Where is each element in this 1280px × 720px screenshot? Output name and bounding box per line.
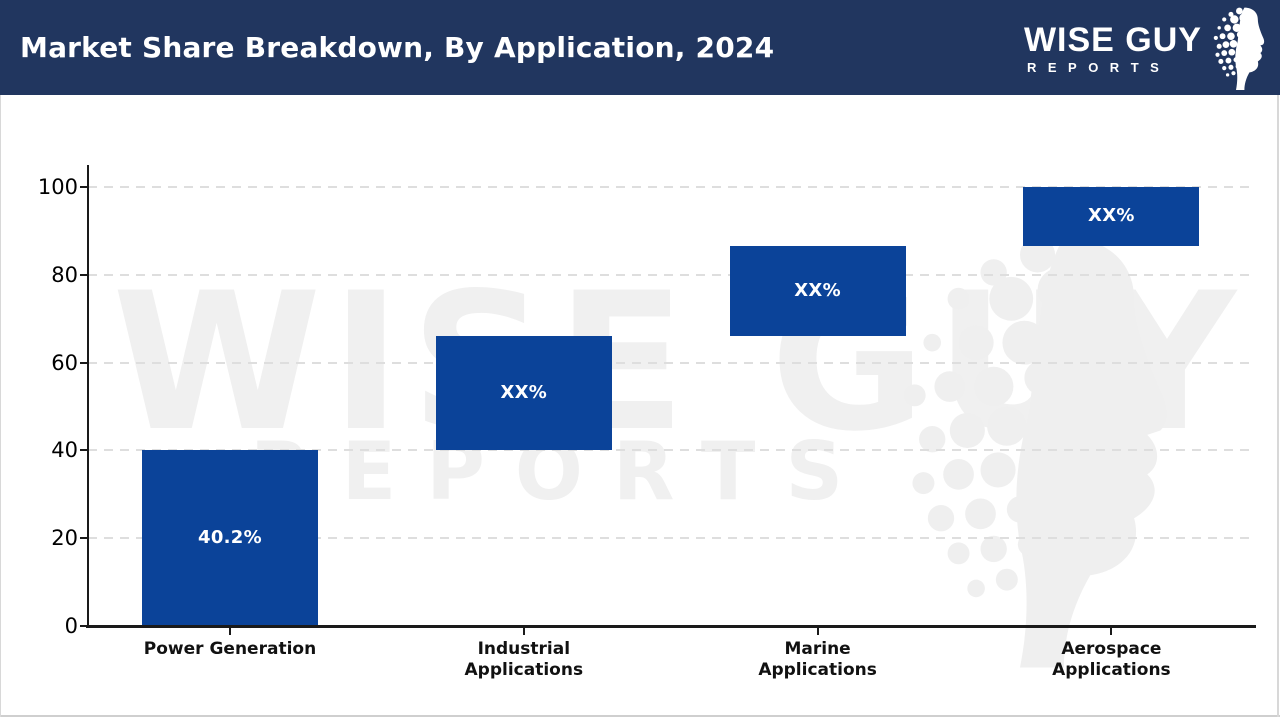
y-tick-mark bbox=[80, 186, 88, 188]
bar-value-label: XX% bbox=[500, 381, 548, 403]
frame-border-right bbox=[1277, 95, 1279, 717]
logo-text: WISE GUY REPORTS bbox=[1024, 22, 1202, 75]
gridline bbox=[88, 186, 1256, 188]
y-tick-mark bbox=[80, 449, 88, 452]
gridline bbox=[88, 537, 1256, 540]
bar-segment: XX% bbox=[435, 336, 612, 450]
y-tick-mark bbox=[80, 361, 88, 364]
y-tick-label: 0 bbox=[64, 614, 78, 638]
y-tick-label: 40 bbox=[51, 438, 78, 463]
y-tick-label: 80 bbox=[51, 262, 78, 287]
x-tick-mark bbox=[1110, 628, 1113, 635]
gridline bbox=[88, 273, 1256, 276]
x-axis bbox=[86, 625, 1256, 628]
report-title: Market Share Breakdown, By Application, … bbox=[20, 31, 775, 64]
frame-border-left bbox=[0, 95, 1, 717]
y-tick-mark bbox=[80, 625, 88, 627]
x-category-label: Power Generation bbox=[143, 639, 317, 659]
bar-value-label: XX% bbox=[1088, 205, 1135, 227]
y-tick-label: 60 bbox=[51, 350, 78, 375]
y-tick-mark bbox=[80, 537, 88, 540]
x-category-label: Industrial Applications bbox=[464, 639, 584, 680]
wiseguy-logo: WISE GUY REPORTS bbox=[1024, 4, 1272, 92]
y-tick-label: 100 bbox=[37, 175, 78, 199]
x-tick-mark bbox=[229, 628, 231, 635]
logo-reports-text: REPORTS bbox=[1026, 59, 1171, 75]
y-tick-label: 20 bbox=[51, 526, 78, 551]
logo-head-icon bbox=[1200, 6, 1272, 90]
gridline bbox=[88, 361, 1256, 364]
logo-wordmark: WISE GUY bbox=[1023, 20, 1202, 59]
x-category-label: Marine Applications bbox=[758, 639, 877, 680]
x-tick-mark bbox=[816, 628, 819, 635]
frame-border-bottom bbox=[0, 715, 1280, 717]
bar-value-label: 40.2% bbox=[198, 526, 262, 548]
y-tick-mark bbox=[80, 273, 88, 276]
y-axis bbox=[87, 165, 89, 628]
bar-segment: XX% bbox=[729, 245, 906, 337]
gridline bbox=[88, 449, 1256, 452]
x-category-label: Aerospace Applications bbox=[1052, 639, 1171, 680]
bar-segment: 40.2% bbox=[142, 449, 318, 626]
bar-value-label: XX% bbox=[794, 280, 841, 302]
bar-segment: XX% bbox=[1023, 187, 1200, 246]
report-header: Market Share Breakdown, By Application, … bbox=[0, 0, 1280, 95]
x-tick-mark bbox=[522, 628, 525, 635]
